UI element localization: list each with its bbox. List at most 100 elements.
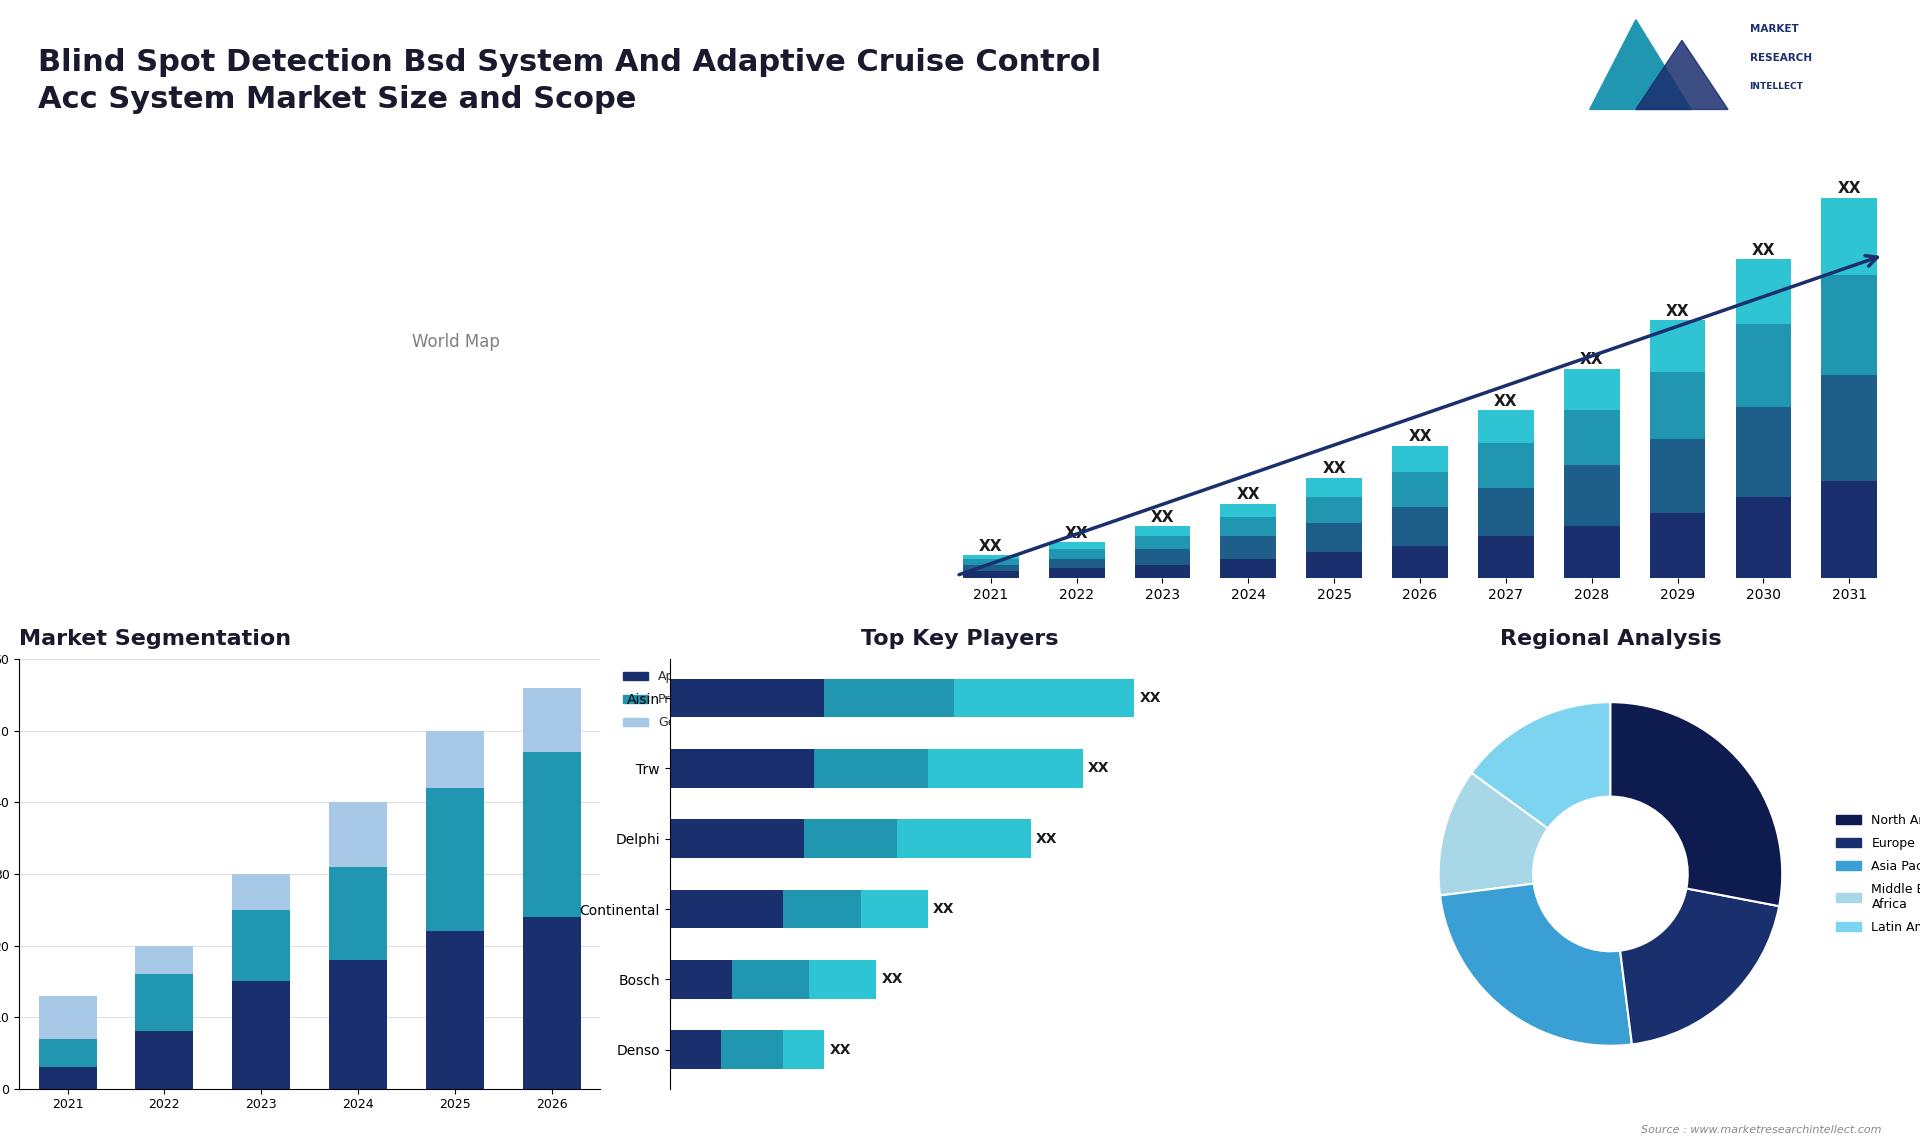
Wedge shape bbox=[1471, 702, 1611, 829]
Text: Market Segmentation: Market Segmentation bbox=[19, 629, 292, 650]
Bar bbox=[1822, 375, 1878, 481]
Bar bbox=[38, 1038, 96, 1067]
Bar bbox=[134, 945, 194, 974]
Bar bbox=[1649, 371, 1705, 439]
Bar bbox=[38, 996, 96, 1038]
Bar bbox=[1135, 565, 1190, 578]
Bar bbox=[1135, 526, 1190, 536]
Text: MARKET: MARKET bbox=[1749, 24, 1799, 34]
Bar bbox=[804, 819, 897, 858]
Bar bbox=[426, 788, 484, 932]
Bar bbox=[232, 874, 290, 910]
Bar bbox=[426, 731, 484, 788]
Bar bbox=[38, 1067, 96, 1089]
Text: XX: XX bbox=[979, 539, 1002, 554]
Bar bbox=[927, 749, 1083, 787]
Bar bbox=[522, 688, 580, 752]
Bar bbox=[1563, 369, 1620, 410]
Bar bbox=[860, 889, 927, 928]
Bar bbox=[1135, 549, 1190, 565]
Bar bbox=[232, 981, 290, 1089]
Bar bbox=[1221, 536, 1277, 558]
Text: XX: XX bbox=[1066, 526, 1089, 541]
Bar bbox=[426, 932, 484, 1089]
Bar bbox=[1221, 517, 1277, 536]
Bar bbox=[328, 802, 388, 866]
Text: XX: XX bbox=[1407, 430, 1432, 445]
Text: World Map: World Map bbox=[413, 333, 501, 351]
Text: XX: XX bbox=[1494, 394, 1517, 409]
Bar bbox=[1392, 545, 1448, 578]
Text: XX: XX bbox=[1751, 243, 1776, 258]
Bar bbox=[962, 558, 1020, 565]
Bar bbox=[1478, 536, 1534, 578]
Text: Blind Spot Detection Bsd System And Adaptive Cruise Control: Blind Spot Detection Bsd System And Adap… bbox=[38, 48, 1102, 77]
Legend: North America, Europe, Asia Pacific, Middle East &
Africa, Latin America: North America, Europe, Asia Pacific, Mid… bbox=[1832, 809, 1920, 939]
Circle shape bbox=[1534, 796, 1688, 951]
Bar bbox=[1649, 439, 1705, 513]
Bar bbox=[1822, 481, 1878, 578]
Bar bbox=[328, 960, 388, 1089]
Text: Source : www.marketresearchintellect.com: Source : www.marketresearchintellect.com bbox=[1642, 1124, 1882, 1135]
Text: XX: XX bbox=[1037, 832, 1058, 846]
Text: XX: XX bbox=[1667, 304, 1690, 319]
Bar bbox=[1392, 446, 1448, 472]
Bar bbox=[954, 678, 1135, 717]
Text: XX: XX bbox=[1323, 462, 1346, 477]
Text: XX: XX bbox=[881, 973, 902, 987]
Bar bbox=[1221, 504, 1277, 517]
Bar bbox=[1649, 513, 1705, 578]
Bar bbox=[670, 960, 732, 999]
Bar bbox=[1306, 478, 1361, 497]
Wedge shape bbox=[1620, 888, 1780, 1044]
Bar bbox=[824, 678, 954, 717]
Bar bbox=[1392, 507, 1448, 545]
Bar bbox=[1306, 552, 1361, 578]
Bar bbox=[808, 960, 876, 999]
Bar bbox=[522, 752, 580, 917]
Text: INTELLECT: INTELLECT bbox=[1749, 81, 1803, 91]
Bar bbox=[134, 974, 194, 1031]
Bar bbox=[1048, 542, 1104, 549]
Bar bbox=[1563, 465, 1620, 526]
Bar bbox=[962, 556, 1020, 558]
Bar bbox=[1135, 536, 1190, 549]
Bar bbox=[962, 565, 1020, 572]
Polygon shape bbox=[1636, 40, 1728, 109]
Bar bbox=[1563, 526, 1620, 578]
Bar bbox=[1048, 568, 1104, 578]
Bar bbox=[670, 889, 783, 928]
Bar bbox=[134, 1031, 194, 1089]
Text: XX: XX bbox=[1580, 352, 1603, 367]
Text: XX: XX bbox=[1150, 510, 1175, 525]
Bar bbox=[1478, 488, 1534, 536]
Bar bbox=[1306, 523, 1361, 552]
Bar bbox=[1221, 558, 1277, 578]
Bar bbox=[1306, 497, 1361, 523]
Bar bbox=[1478, 442, 1534, 488]
Bar bbox=[670, 819, 804, 858]
Text: Acc System Market Size and Scope: Acc System Market Size and Scope bbox=[38, 85, 637, 113]
Bar bbox=[814, 749, 927, 787]
Bar bbox=[1822, 275, 1878, 375]
Title: Top Key Players: Top Key Players bbox=[862, 629, 1058, 650]
Bar bbox=[732, 960, 808, 999]
Text: RESEARCH: RESEARCH bbox=[1749, 53, 1812, 63]
Bar bbox=[962, 572, 1020, 578]
Bar bbox=[783, 889, 860, 928]
Bar bbox=[670, 1030, 722, 1069]
Bar bbox=[1736, 259, 1791, 323]
Bar bbox=[1392, 472, 1448, 507]
Polygon shape bbox=[1590, 19, 1692, 109]
Text: XX: XX bbox=[829, 1043, 851, 1057]
Bar bbox=[670, 749, 814, 787]
Bar bbox=[522, 917, 580, 1089]
Bar bbox=[1478, 410, 1534, 442]
Text: XX: XX bbox=[1139, 691, 1162, 705]
Bar bbox=[897, 819, 1031, 858]
Text: XX: XX bbox=[1837, 181, 1860, 196]
Bar bbox=[1649, 321, 1705, 371]
Bar bbox=[670, 678, 824, 717]
Bar bbox=[722, 1030, 783, 1069]
Text: XX: XX bbox=[933, 902, 954, 916]
